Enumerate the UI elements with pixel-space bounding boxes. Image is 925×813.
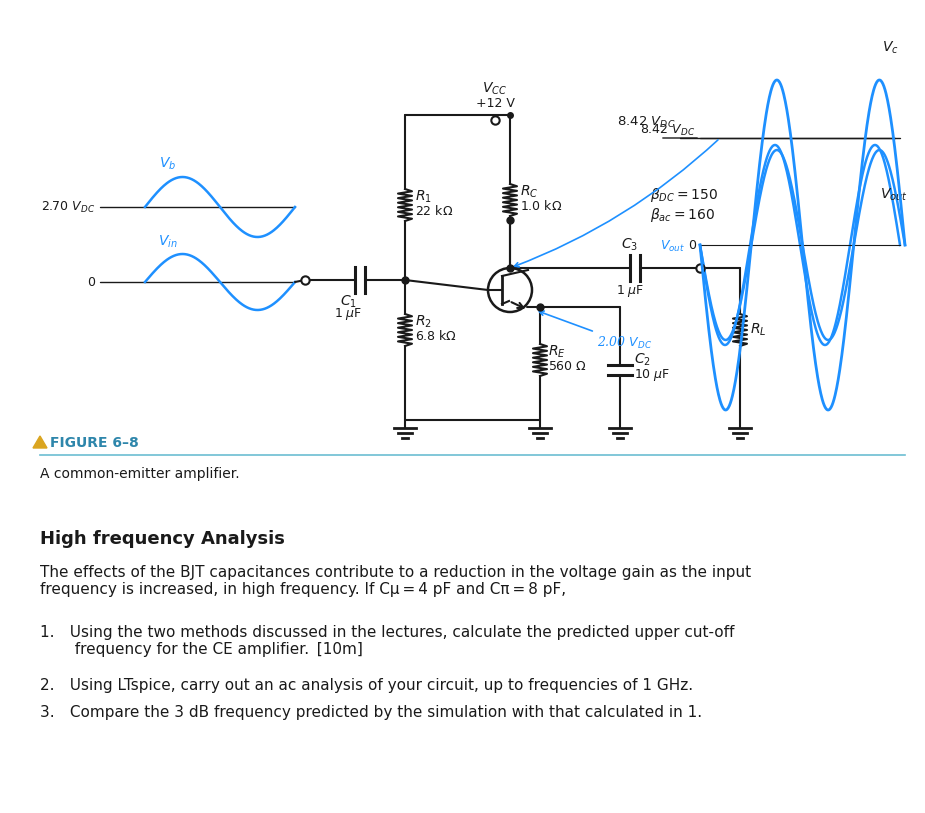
Text: $C_3$: $C_3$ <box>622 237 638 253</box>
Text: $V_{out}$: $V_{out}$ <box>880 187 907 203</box>
Text: $8.42\ V_{DC}$: $8.42\ V_{DC}$ <box>640 123 695 137</box>
Text: 2.70 $V_{DC}$: 2.70 $V_{DC}$ <box>41 199 95 215</box>
Text: $V_{out}$: $V_{out}$ <box>660 239 685 254</box>
Text: The effects of the BJT capacitances contribute to a reduction in the voltage gai: The effects of the BJT capacitances cont… <box>40 565 751 598</box>
Polygon shape <box>33 436 47 448</box>
Text: A common-emitter amplifier.: A common-emitter amplifier. <box>40 467 240 481</box>
Text: 0: 0 <box>688 238 696 251</box>
Text: $R_2$: $R_2$ <box>415 314 432 330</box>
Text: $\beta_{DC} = 150$: $\beta_{DC} = 150$ <box>650 186 718 204</box>
Text: 3. Compare the 3 dB frequency predicted by the simulation with that calculated i: 3. Compare the 3 dB frequency predicted … <box>40 705 702 720</box>
Text: $V_c$: $V_c$ <box>882 40 899 56</box>
Text: $R_C$: $R_C$ <box>520 184 538 200</box>
Text: 2. Using LTspice, carry out an ac analysis of your circuit, up to frequencies of: 2. Using LTspice, carry out an ac analys… <box>40 678 693 693</box>
Text: $V_{in}$: $V_{in}$ <box>158 233 178 250</box>
Text: 0: 0 <box>87 276 95 289</box>
Text: $C_1$: $C_1$ <box>339 294 356 311</box>
Text: 1.0 k$\Omega$: 1.0 k$\Omega$ <box>520 199 562 213</box>
Text: 22 k$\Omega$: 22 k$\Omega$ <box>415 204 453 218</box>
Text: 1 $\mu$F: 1 $\mu$F <box>616 283 644 299</box>
Text: $R_1$: $R_1$ <box>415 189 432 205</box>
Text: 10 $\mu$F: 10 $\mu$F <box>634 367 671 383</box>
Text: 2.00 $V_{DC}$: 2.00 $V_{DC}$ <box>597 335 652 351</box>
Text: +12 V: +12 V <box>475 97 514 110</box>
Text: 1 $\mu$F: 1 $\mu$F <box>334 306 363 322</box>
Text: $V_{CC}$: $V_{CC}$ <box>483 80 508 97</box>
Text: $C_2$: $C_2$ <box>634 352 651 368</box>
Text: High frequency Analysis: High frequency Analysis <box>40 530 285 548</box>
Text: $R_E$: $R_E$ <box>548 344 566 360</box>
Text: 560 $\Omega$: 560 $\Omega$ <box>548 359 587 372</box>
Text: $8.42\ V_{DC}$: $8.42\ V_{DC}$ <box>617 115 675 130</box>
Text: FIGURE 6–8: FIGURE 6–8 <box>50 436 139 450</box>
Text: $R_L$: $R_L$ <box>750 322 767 338</box>
Text: $\beta_{ac} = 160$: $\beta_{ac} = 160$ <box>650 206 715 224</box>
Text: $V_b$: $V_b$ <box>159 155 177 172</box>
Text: 1. Using the two methods discussed in the lectures, calculate the predicted uppe: 1. Using the two methods discussed in th… <box>40 625 734 658</box>
Text: 6.8 k$\Omega$: 6.8 k$\Omega$ <box>415 329 457 343</box>
